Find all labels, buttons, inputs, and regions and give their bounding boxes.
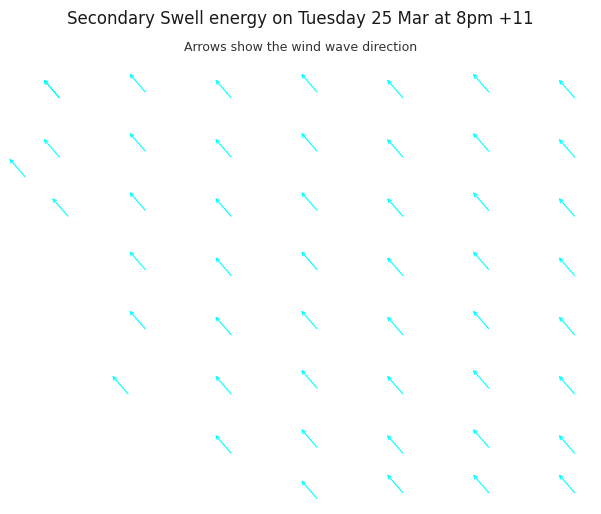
Text: Secondary Swell energy on Tuesday 25 Mar at 8pm +11: Secondary Swell energy on Tuesday 25 Mar… [67,10,534,28]
Text: Arrows show the wind wave direction: Arrows show the wind wave direction [184,41,417,54]
